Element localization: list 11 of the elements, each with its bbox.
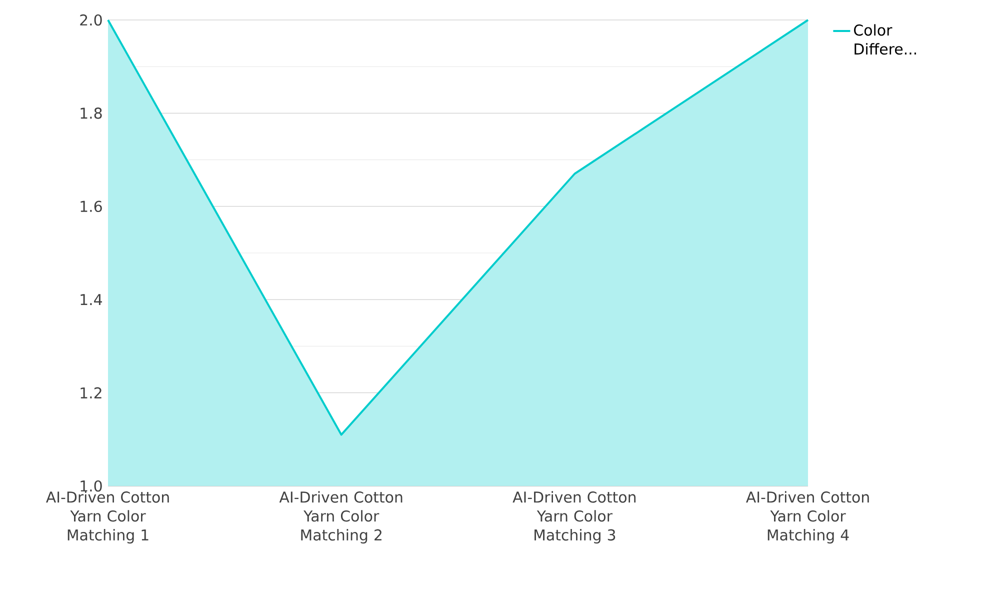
y-tick-label: 1.4 <box>80 294 102 306</box>
x-tick-label: AI-Driven Cotton Yarn Color Matching 4 <box>746 491 869 544</box>
y-tick-label: 1.8 <box>80 108 102 119</box>
y-tick-label: 1.6 <box>80 200 102 212</box>
x-tick-label: AI-Driven Cotton Yarn Color Matching 1 <box>46 491 169 544</box>
y-tick-label: 2.0 <box>80 14 102 26</box>
x-tick-label: AI-Driven Cotton Yarn Color Matching 2 <box>279 491 402 544</box>
x-tick-label: AI-Driven Cotton Yarn Color Matching 3 <box>512 491 636 544</box>
y-tick-label: 1.2 <box>80 387 102 398</box>
y-tick-label: 1.0 <box>80 480 102 492</box>
legend-label: Color Differe... <box>854 24 916 55</box>
